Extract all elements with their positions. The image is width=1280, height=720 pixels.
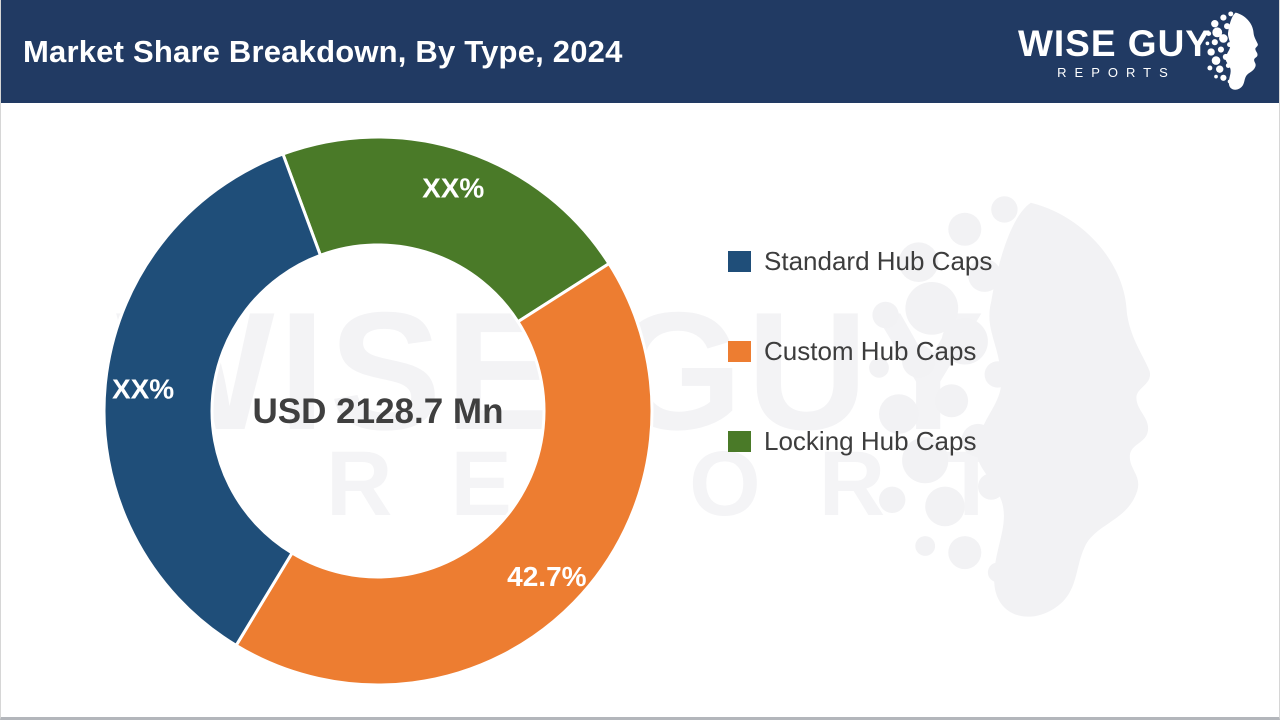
chart-legend: Standard Hub Caps Custom Hub Caps Lockin…	[728, 247, 992, 517]
slice-value-label: XX%	[422, 172, 484, 203]
donut-slice-locking-hub-caps	[281, 135, 612, 324]
legend-item-locking-hub-caps: Locking Hub Caps	[728, 427, 992, 455]
donut-center-label: USD 2128.7 Mn	[253, 392, 504, 431]
header-bar: Market Share Breakdown, By Type, 2024 WI…	[1, 0, 1279, 103]
donut-slice-labels: XX% 42.7% XX%	[112, 172, 587, 592]
slice-value-label: 42.7%	[507, 561, 586, 592]
legend-swatch-locking	[728, 430, 751, 452]
donut-slices	[102, 135, 654, 687]
donut-slice-custom-hub-caps	[234, 261, 654, 687]
legend-swatch-custom	[728, 340, 751, 362]
brand-name: WISE GUY	[1017, 22, 1211, 64]
slice-value-label: XX%	[112, 374, 174, 405]
legend-label: Locking Hub Caps	[764, 426, 977, 456]
legend-label: Standard Hub Caps	[764, 246, 993, 276]
legend-item-standard-hub-caps: Standard Hub Caps	[728, 247, 992, 275]
donut-slice-standard-hub-caps	[102, 152, 323, 648]
brand-logo: WISE GUY REPORTS	[1018, 9, 1263, 95]
legend-swatch-standard	[728, 250, 751, 272]
page-title: Market Share Breakdown, By Type, 2024	[23, 33, 623, 69]
legend-label: Custom Hub Caps	[764, 336, 977, 366]
legend-item-custom-hub-caps: Custom Hub Caps	[728, 337, 992, 365]
brand-subname: REPORTS	[1057, 64, 1176, 80]
